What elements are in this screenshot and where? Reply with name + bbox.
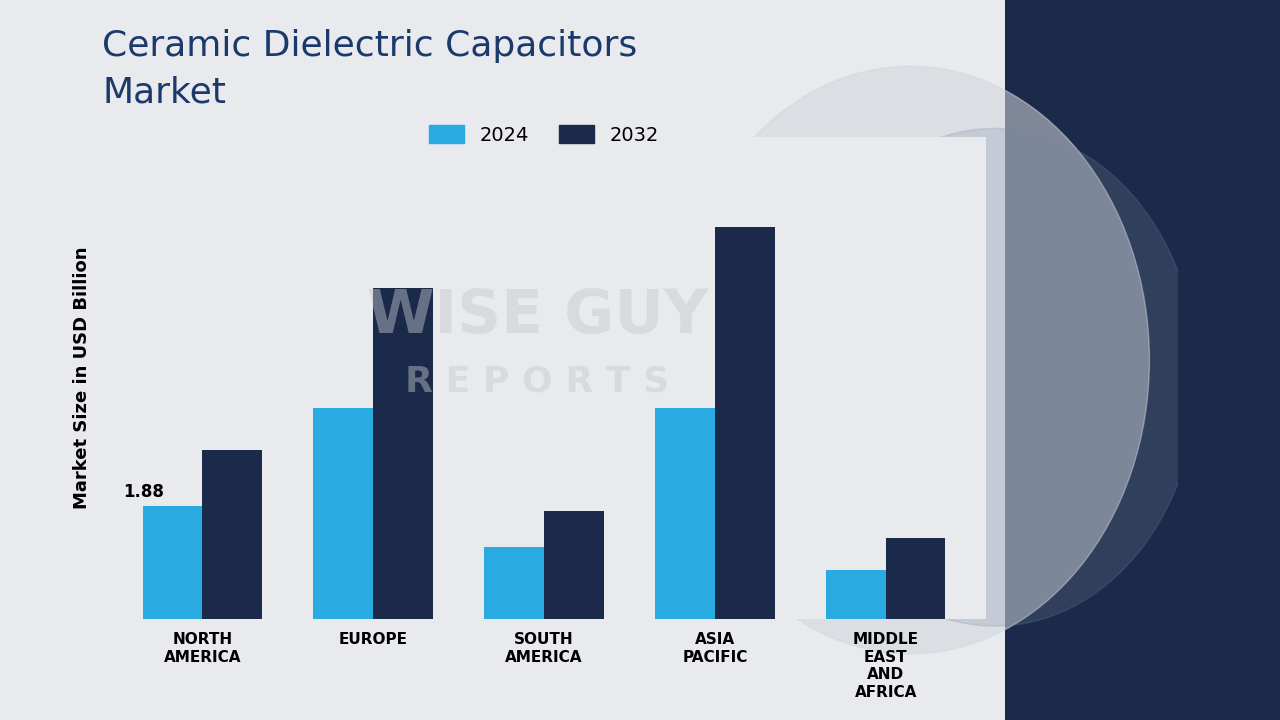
Legend: 2024, 2032: 2024, 2032: [421, 117, 667, 153]
Circle shape: [671, 66, 1149, 654]
Bar: [142, 506, 202, 619]
Bar: [714, 228, 774, 619]
Bar: [314, 408, 374, 619]
Y-axis label: Market Size in USD Billion: Market Size in USD Billion: [73, 247, 91, 509]
Bar: [544, 510, 604, 619]
Bar: [202, 451, 262, 619]
Bar: [826, 570, 886, 619]
Bar: [655, 408, 714, 619]
Text: 1.88: 1.88: [123, 483, 164, 501]
Circle shape: [792, 128, 1197, 626]
Text: Market: Market: [102, 76, 227, 109]
Text: R E P O R T S: R E P O R T S: [406, 364, 669, 399]
Bar: [886, 538, 946, 619]
Bar: [484, 547, 544, 619]
Text: WISE GUY: WISE GUY: [367, 287, 708, 346]
Bar: [374, 287, 433, 619]
Text: Ceramic Dielectric Capacitors: Ceramic Dielectric Capacitors: [102, 29, 637, 63]
